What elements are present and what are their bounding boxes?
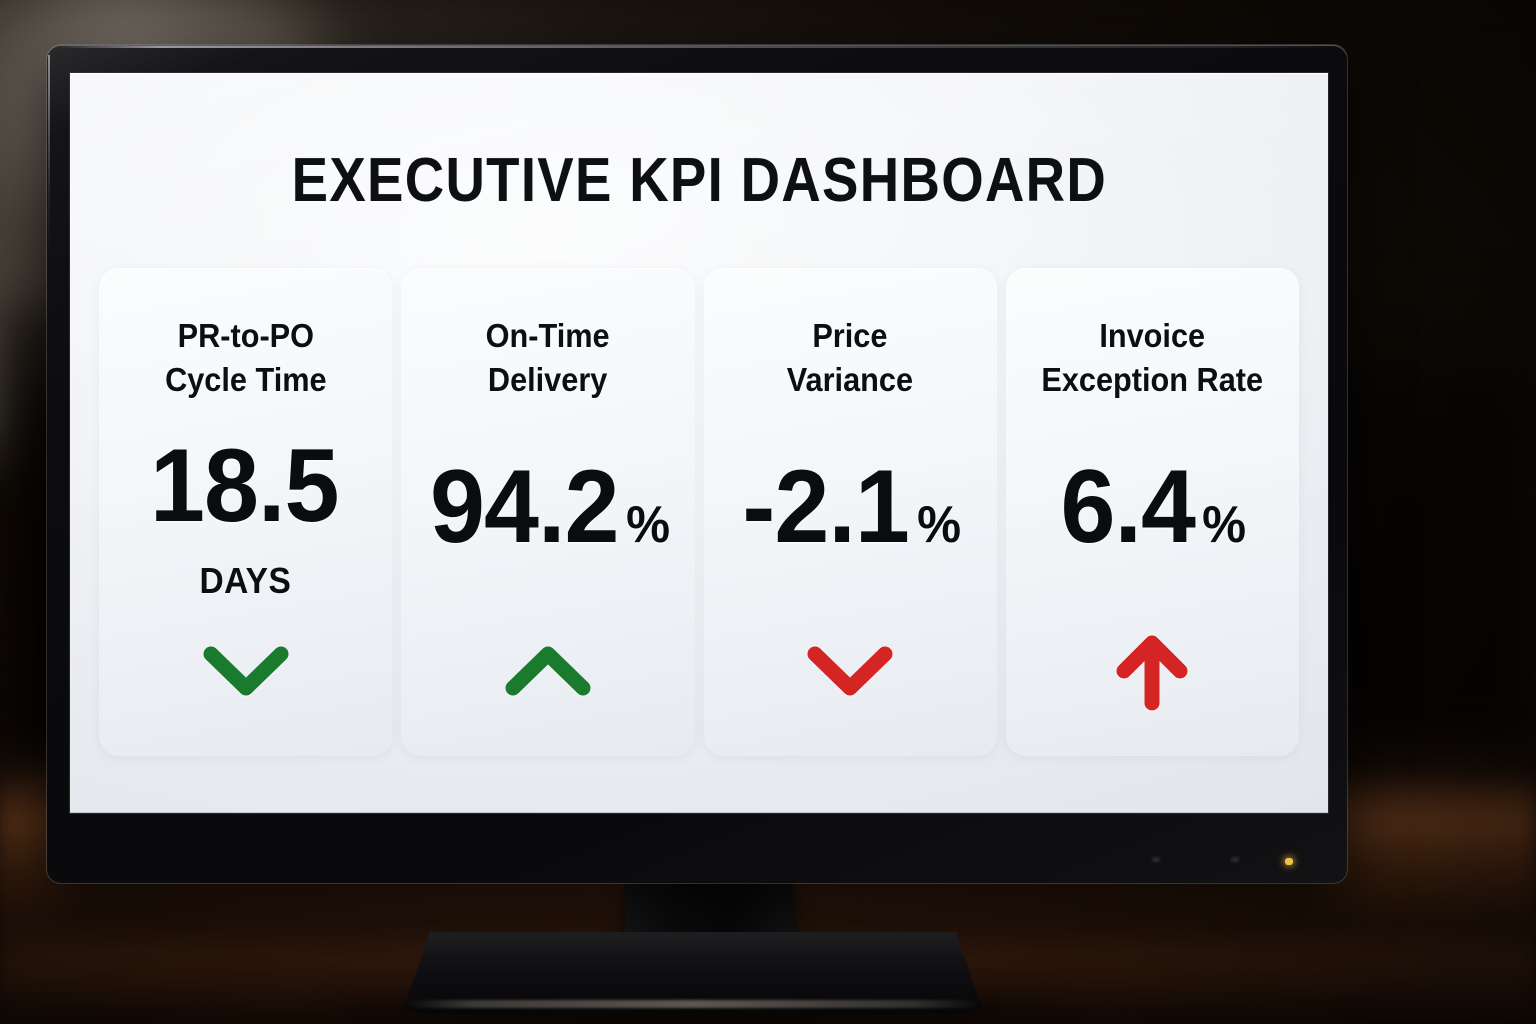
- kpi-value-suffix: %: [916, 495, 961, 554]
- kpi-value-suffix: %: [1202, 495, 1247, 554]
- kpi-label: Price Variance: [786, 317, 914, 398]
- kpi-unit: DAYS: [199, 559, 292, 601]
- bezel-top-highlight: [57, 46, 1337, 48]
- monitor-screen: EXECUTIVE KPI DASHBOARD PR-to-PO Cycle T…: [70, 73, 1328, 813]
- chevron-down-icon: [200, 634, 292, 710]
- kpi-value: 94.2: [429, 448, 618, 565]
- kpi-label: PR-to-PO Cycle Time: [164, 317, 327, 398]
- kpi-value: 6.4: [1060, 448, 1196, 565]
- chevron-down-icon: [804, 634, 896, 710]
- monitor-stand-base: [404, 932, 982, 1014]
- bezel-button-input[interactable]: [1231, 857, 1239, 862]
- monitor-stand-base-edge: [404, 1000, 982, 1008]
- power-led-icon: [1285, 858, 1293, 865]
- kpi-value: -2.1: [742, 448, 910, 565]
- bezel-button-menu[interactable]: [1152, 857, 1160, 862]
- kpi-card-pr-to-po-cycle-time[interactable]: PR-to-PO Cycle Time 18.5 DAYS: [99, 268, 393, 756]
- kpi-value-row: 18.5: [145, 434, 345, 538]
- kpi-card-price-variance[interactable]: Price Variance -2.1 %: [703, 268, 997, 756]
- chevron-up-icon: [502, 634, 594, 710]
- kpi-value: 18.5: [150, 427, 339, 544]
- kpi-value-row: -2.1 %: [738, 455, 961, 559]
- computer-monitor: EXECUTIVE KPI DASHBOARD PR-to-PO Cycle T…: [47, 45, 1347, 883]
- kpi-value-suffix: %: [626, 495, 671, 554]
- arrow-up-icon: [1106, 634, 1198, 711]
- kpi-value-row: 6.4 %: [1057, 455, 1247, 559]
- kpi-value-row: 94.2 %: [425, 455, 672, 559]
- kpi-card-invoice-exception-rate[interactable]: Invoice Exception Rate 6.4 %: [1005, 268, 1299, 756]
- kpi-label: On-Time Delivery: [485, 317, 610, 398]
- kpi-label: Invoice Exception Rate: [1041, 317, 1264, 398]
- kpi-card-grid: PR-to-PO Cycle Time 18.5 DAYS On-Time De…: [99, 268, 1299, 756]
- kpi-card-on-time-delivery[interactable]: On-Time Delivery 94.2 %: [401, 268, 695, 756]
- bezel-left-highlight: [48, 55, 50, 255]
- page-title: EXECUTIVE KPI DASHBOARD: [291, 146, 1107, 215]
